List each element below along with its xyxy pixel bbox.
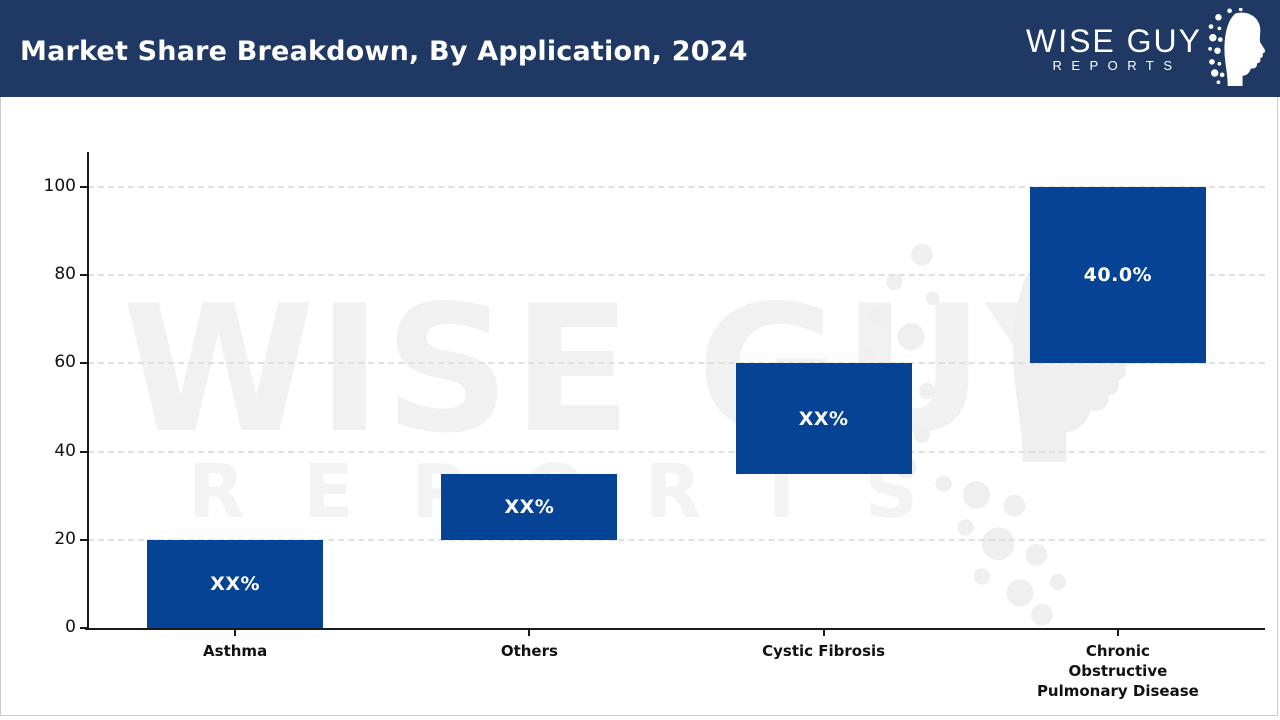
x-category-label-line: Others	[500, 642, 558, 660]
brand-subname: REPORTS	[1052, 58, 1182, 73]
y-tick-mark-40	[80, 450, 88, 453]
y-tick-label-60: 60	[54, 352, 76, 373]
face-profile-icon	[1206, 7, 1268, 90]
x-tick-mark	[822, 630, 825, 636]
y-tick-mark-60	[80, 362, 88, 365]
brand-name: WISE GUY	[1025, 23, 1202, 59]
y-tick-mark-100	[80, 186, 88, 188]
x-tick-mark	[528, 630, 531, 636]
x-category-label: Others	[409, 641, 649, 661]
bar-value-label: XX%	[504, 495, 555, 518]
header-band: Market Share Breakdown, By Application, …	[0, 0, 1280, 97]
bar-value-label: 40.0%	[1083, 264, 1153, 287]
y-tick-label-0: 0	[65, 617, 76, 637]
bar-segment: 40.0%	[1029, 187, 1206, 364]
y-tick-mark-20	[80, 538, 88, 541]
x-category-label: Asthma	[115, 641, 355, 661]
y-axis-line	[87, 152, 89, 630]
brand-logo-text: WISE GUY REPORTS	[1026, 24, 1202, 74]
brand-logo: WISE GUY REPORTS	[1026, 7, 1268, 90]
x-axis-line	[85, 628, 1265, 630]
y-tick-label-100: 100	[43, 176, 76, 196]
bar-segment: XX%	[441, 473, 618, 540]
gridline-y-80	[88, 274, 1265, 277]
gridline-y-40	[88, 450, 1265, 453]
x-category-label-line: Asthma	[203, 642, 268, 660]
bar-value-label: XX%	[798, 407, 849, 430]
gridline-y-20	[88, 538, 1265, 541]
x-category-label: Cystic Fibrosis	[704, 641, 944, 661]
x-category-label-line: Chronic	[1085, 642, 1150, 660]
y-tick-label-20: 20	[54, 528, 76, 549]
gridline-y-100	[88, 186, 1265, 188]
gridline-y-60	[88, 362, 1265, 365]
bar-value-label: XX%	[210, 572, 261, 595]
bar-segment: XX%	[735, 363, 912, 474]
y-tick-label-40: 40	[54, 440, 76, 461]
x-category-label-line: Cystic Fibrosis	[762, 642, 886, 660]
y-tick-mark-0	[80, 627, 88, 629]
x-tick-mark	[234, 630, 237, 636]
chart-title: Market Share Breakdown, By Application, …	[20, 36, 748, 67]
x-category-label-line: Pulmonary Disease	[1036, 682, 1199, 700]
x-category-label: Chronic Obstructive Pulmonary Disease	[998, 641, 1238, 701]
bar-segment: XX%	[147, 539, 324, 628]
watermark-brand-text: WISE GUY	[122, 269, 1116, 472]
y-tick-mark-80	[80, 274, 88, 277]
y-tick-label-80: 80	[54, 264, 76, 285]
x-tick-mark	[1116, 630, 1119, 636]
x-category-label-line: Obstructive	[1068, 662, 1168, 680]
